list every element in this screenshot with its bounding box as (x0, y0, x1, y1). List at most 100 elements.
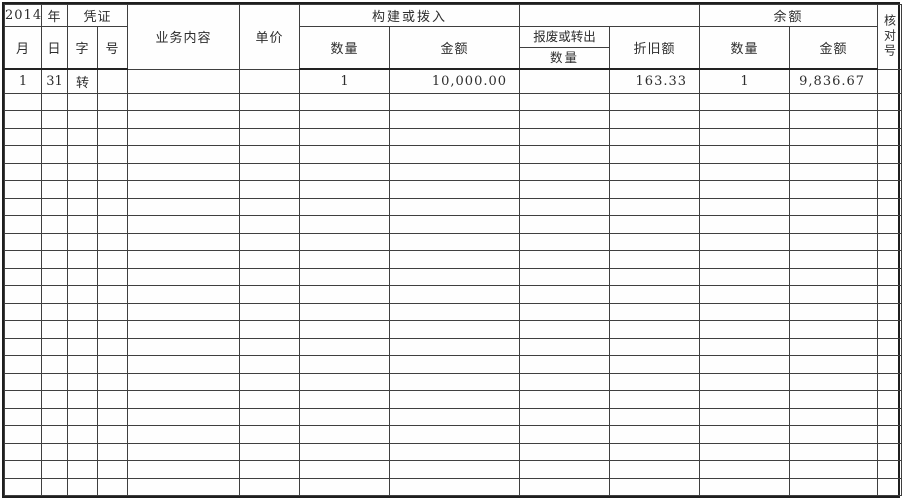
cell-acquire-amount (389, 162, 521, 181)
cell-check (877, 285, 902, 304)
cell-balance-amount (789, 162, 879, 181)
header-year: 2014 (4, 4, 42, 27)
cell-check (877, 302, 902, 321)
table-row (4, 407, 902, 426)
cell-word (67, 127, 98, 146)
cell-check (877, 425, 902, 444)
cell-day (41, 250, 68, 269)
table-row (4, 215, 902, 234)
cell-business (127, 68, 241, 94)
cell-unit-price (239, 215, 301, 234)
table-row (4, 390, 902, 409)
cell-no (96, 460, 129, 479)
header-acquire-amount: 金额 (389, 26, 521, 70)
cell-dispose-qty (519, 267, 611, 286)
cell-day (41, 180, 68, 199)
cell-month (4, 197, 42, 216)
cell-unit-price (239, 355, 301, 374)
cell-business (127, 372, 241, 391)
header-acquire-qty: 数量 (299, 26, 391, 70)
cell-acquire-amount (389, 232, 521, 251)
cell-dispose-qty (519, 127, 611, 146)
cell-month (4, 250, 42, 269)
cell-balance-amount (789, 110, 879, 129)
cell-acquire-amount (389, 337, 521, 356)
cell-unit-price (239, 162, 301, 181)
header-balance-amount: 金额 (789, 26, 879, 70)
cell-unit-price (239, 250, 301, 269)
cell-acquire-amount (389, 285, 521, 304)
cell-month (4, 162, 42, 181)
cell-acquire-qty (299, 92, 391, 111)
cell-unit-price (239, 320, 301, 339)
cell-depreciation (609, 127, 701, 146)
cell-no (96, 215, 129, 234)
cell-balance-qty (699, 460, 791, 479)
cell-unit-price (239, 197, 301, 216)
cell-no (96, 320, 129, 339)
cell-acquire-qty (299, 285, 391, 304)
cell-dispose-qty (519, 110, 611, 129)
cell-no (96, 250, 129, 269)
cell-dispose-qty (519, 92, 611, 111)
cell-day (41, 425, 68, 444)
cell-acquire-amount: 10,000.00 (389, 68, 521, 94)
cell-no (96, 127, 129, 146)
cell-no (96, 285, 129, 304)
cell-check (877, 232, 902, 251)
cell-unit-price (239, 127, 301, 146)
cell-depreciation (609, 145, 701, 164)
cell-word (67, 442, 98, 461)
cell-word (67, 180, 98, 199)
cell-balance-amount: 9,836.67 (789, 68, 879, 94)
table-row (4, 302, 902, 321)
header-business-content: 业务内容 (127, 4, 241, 70)
cell-depreciation: 163.33 (609, 68, 701, 94)
cell-check (877, 372, 902, 391)
cell-day (41, 320, 68, 339)
table-row (4, 110, 902, 129)
table-row (4, 372, 902, 391)
cell-acquire-qty (299, 232, 391, 251)
cell-business (127, 197, 241, 216)
cell-word (67, 162, 98, 181)
header-dispose-group: 报废或转出 (520, 27, 609, 48)
cell-acquire-amount (389, 215, 521, 234)
cell-dispose-qty (519, 180, 611, 199)
cell-month (4, 337, 42, 356)
header-balance-qty: 数量 (699, 26, 791, 70)
cell-dispose-qty (519, 425, 611, 444)
table-row (4, 285, 902, 304)
table-row (4, 477, 902, 496)
cell-acquire-amount (389, 320, 521, 339)
cell-balance-qty (699, 145, 791, 164)
table-row (4, 232, 902, 251)
cell-balance-qty (699, 110, 791, 129)
cell-unit-price (239, 232, 301, 251)
cell-balance-qty (699, 477, 791, 496)
cell-acquire-amount (389, 442, 521, 461)
cell-balance-amount (789, 145, 879, 164)
cell-acquire-qty (299, 267, 391, 286)
cell-no (96, 267, 129, 286)
asset-ledger-table: 2014 年 凭证 业务内容 单价 构建或拨入 余额 核对号 月 日 字 号 数… (4, 4, 902, 496)
cell-unit-price (239, 180, 301, 199)
cell-balance-qty (699, 390, 791, 409)
cell-dispose-qty (519, 390, 611, 409)
cell-dispose-qty (519, 477, 611, 496)
cell-check (877, 68, 902, 94)
cell-business (127, 477, 241, 496)
cell-balance-amount (789, 197, 879, 216)
cell-business (127, 302, 241, 321)
cell-unit-price (239, 92, 301, 111)
cell-balance-amount (789, 127, 879, 146)
cell-depreciation (609, 355, 701, 374)
cell-month (4, 215, 42, 234)
cell-balance-qty (699, 285, 791, 304)
cell-unit-price (239, 390, 301, 409)
cell-balance-qty (699, 197, 791, 216)
cell-day (41, 372, 68, 391)
cell-balance-qty (699, 180, 791, 199)
cell-acquire-qty (299, 302, 391, 321)
